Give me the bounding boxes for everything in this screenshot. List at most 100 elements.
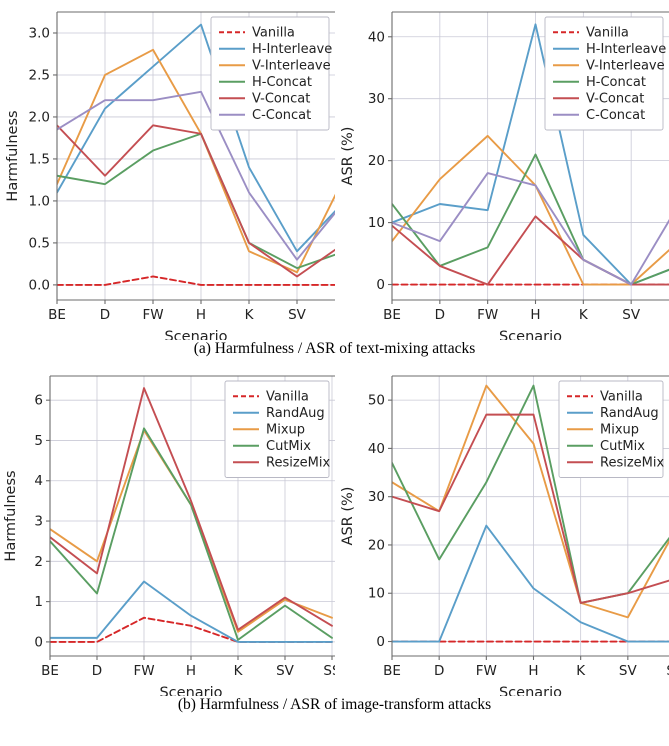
x-tick-label: D [100,307,110,323]
x-axis-label: Scenario [499,329,562,340]
y-tick-label: 10 [368,215,385,231]
series-line-v-concat [392,215,669,286]
series-line-h-interleave [57,23,335,253]
x-tick-label: SV [619,663,638,679]
y-tick-label: 30 [368,91,385,107]
series-lines [392,23,669,286]
axes: 0 1 2 3 4 5 6 BE D FW H K SV SS [34,375,335,679]
x-tick-label: BE [41,663,59,679]
legend-label-v-concat: V-Concat [252,91,310,106]
series-line-h-concat [392,153,669,286]
legend-label-mixup: Mixup [266,422,305,437]
legend-label-resizemix: ResizeMix [266,455,330,470]
y-tick-label: 50 [368,393,385,409]
y-tick-label: 3 [34,514,43,530]
caption-panel-b: (b) Harmfulness / ASR of image-transform… [177,696,492,713]
x-tick-label: SS [323,663,335,679]
panel-row-a: 0.0 0.5 1.0 1.5 2.0 2.5 3.0 BE D FW H K SV Scenario Ha… [0,0,669,358]
legend-label-h-interleave: H-Interleave [252,42,332,57]
legend-label-mixup: Mixup [600,422,639,437]
caption-panel-a: (a) Harmfulness / ASR of text-mixing att… [193,340,476,357]
x-tick-label: BE [383,663,401,679]
axes: 0 10 20 30 40 50 BE D FW H K SV SS [368,375,669,679]
series-lines [392,384,669,643]
x-tick-label: H [530,307,540,323]
x-tick-label: FW [133,663,154,679]
legend-label-cutmix: CutMix [600,439,645,454]
legend-label-v-interleave: V-Interleave [252,58,331,73]
y-tick-label: 20 [368,153,385,169]
y-tick-label: 40 [368,29,385,45]
x-tick-label: SV [288,307,307,323]
y-tick-label: 2 [34,554,43,570]
y-tick-label: 3.0 [29,25,50,41]
y-tick-label: 20 [368,537,385,553]
y-axis-label: Harmfulness [3,470,19,561]
chart-text-mixing-asr: 0 10 20 30 40 BE D FW H K SV Scenario ASR (%) Vanilla… [340,11,669,340]
y-tick-label: 10 [368,586,385,602]
x-tick-label: H [186,663,196,679]
legend-label-randaug: RandAug [266,406,325,421]
x-tick-label: D [92,663,102,679]
legend-label-vanilla: Vanilla [586,25,629,40]
x-tick-label: SV [276,663,295,679]
chart-image-transform-harmfulness: 0 1 2 3 4 5 6 BE D FW H K SV SS Scenario Harmfulness Van… [3,375,335,696]
chart-text-mixing-harmfulness: 0.0 0.5 1.0 1.5 2.0 2.5 3.0 BE D FW H K SV Scenario Ha… [5,11,335,340]
x-tick-label: D [435,307,445,323]
y-tick-label: 4 [34,473,43,489]
y-tick-label: 1 [34,594,43,610]
axes: 0 10 20 30 40 BE D FW H K SV [368,11,669,323]
series-line-c-concat [392,172,669,286]
y-tick-label: 1.5 [29,151,50,167]
series-line-v-interleave [392,134,669,286]
series-line-v-concat [57,124,335,278]
series-line-resizemix [50,387,333,631]
legend-label-vanilla: Vanilla [252,25,295,40]
x-tick-label: FW [476,663,497,679]
y-axis-label: ASR (%) [340,127,356,186]
legend-label-h-interleave: H-Interleave [586,42,666,57]
axes: 0.0 0.5 1.0 1.5 2.0 2.5 3.0 BE D FW H K SV [29,11,335,323]
y-tick-label: 0.0 [29,277,50,293]
legend-label-randaug: RandAug [600,406,659,421]
x-tick-label: BE [48,307,66,323]
x-tick-label: K [234,663,244,679]
y-tick-label: 0 [34,634,43,650]
x-tick-label: K [245,307,255,323]
series-line-randaug [392,524,669,643]
y-axis-label: ASR (%) [340,487,356,546]
x-tick-label: D [434,663,444,679]
x-tick-label: SV [622,307,641,323]
legend-label-vanilla: Vanilla [266,389,309,404]
series-line-cutmix [50,427,333,641]
x-tick-label: SS [666,663,669,679]
series-line-resizemix [392,413,669,604]
legend-label-resizemix: ResizeMix [600,455,664,470]
series-lines [50,387,333,643]
legend-label-v-interleave: V-Interleave [586,58,665,73]
legend-label-h-concat: H-Concat [252,75,312,90]
x-tick-label: K [579,307,589,323]
series-lines [57,23,335,286]
x-axis-label: Scenario [164,329,227,340]
y-tick-label: 5 [34,433,43,449]
panel-text-mixing-asr: 0 10 20 30 40 BE D FW H K SV Scenario ASR (%) Vanilla… [335,0,669,340]
y-axis-label: Harmfulness [5,110,21,201]
legend-label-v-concat: V-Concat [586,91,644,106]
x-tick-label: FW [142,307,163,323]
y-tick-label: 0 [376,634,385,650]
x-axis-label: Scenario [159,685,222,696]
panel-image-transform-harmfulness: 0 1 2 3 4 5 6 BE D FW H K SV SS Scenario Harmfulness Van… [0,364,335,696]
y-tick-label: 40 [368,441,385,457]
series-line-randaug [50,580,333,643]
y-tick-label: 0 [376,277,385,293]
panel-image-transform-asr: 0 10 20 30 40 50 BE D FW H K SV SS Scenario ASR (%) Van… [335,364,669,696]
x-tick-label: H [528,663,538,679]
chart-image-transform-asr: 0 10 20 30 40 50 BE D FW H K SV SS Scenario ASR (%) Van… [340,375,669,696]
y-tick-label: 2.5 [29,67,50,83]
legend-label-h-concat: H-Concat [586,75,646,90]
